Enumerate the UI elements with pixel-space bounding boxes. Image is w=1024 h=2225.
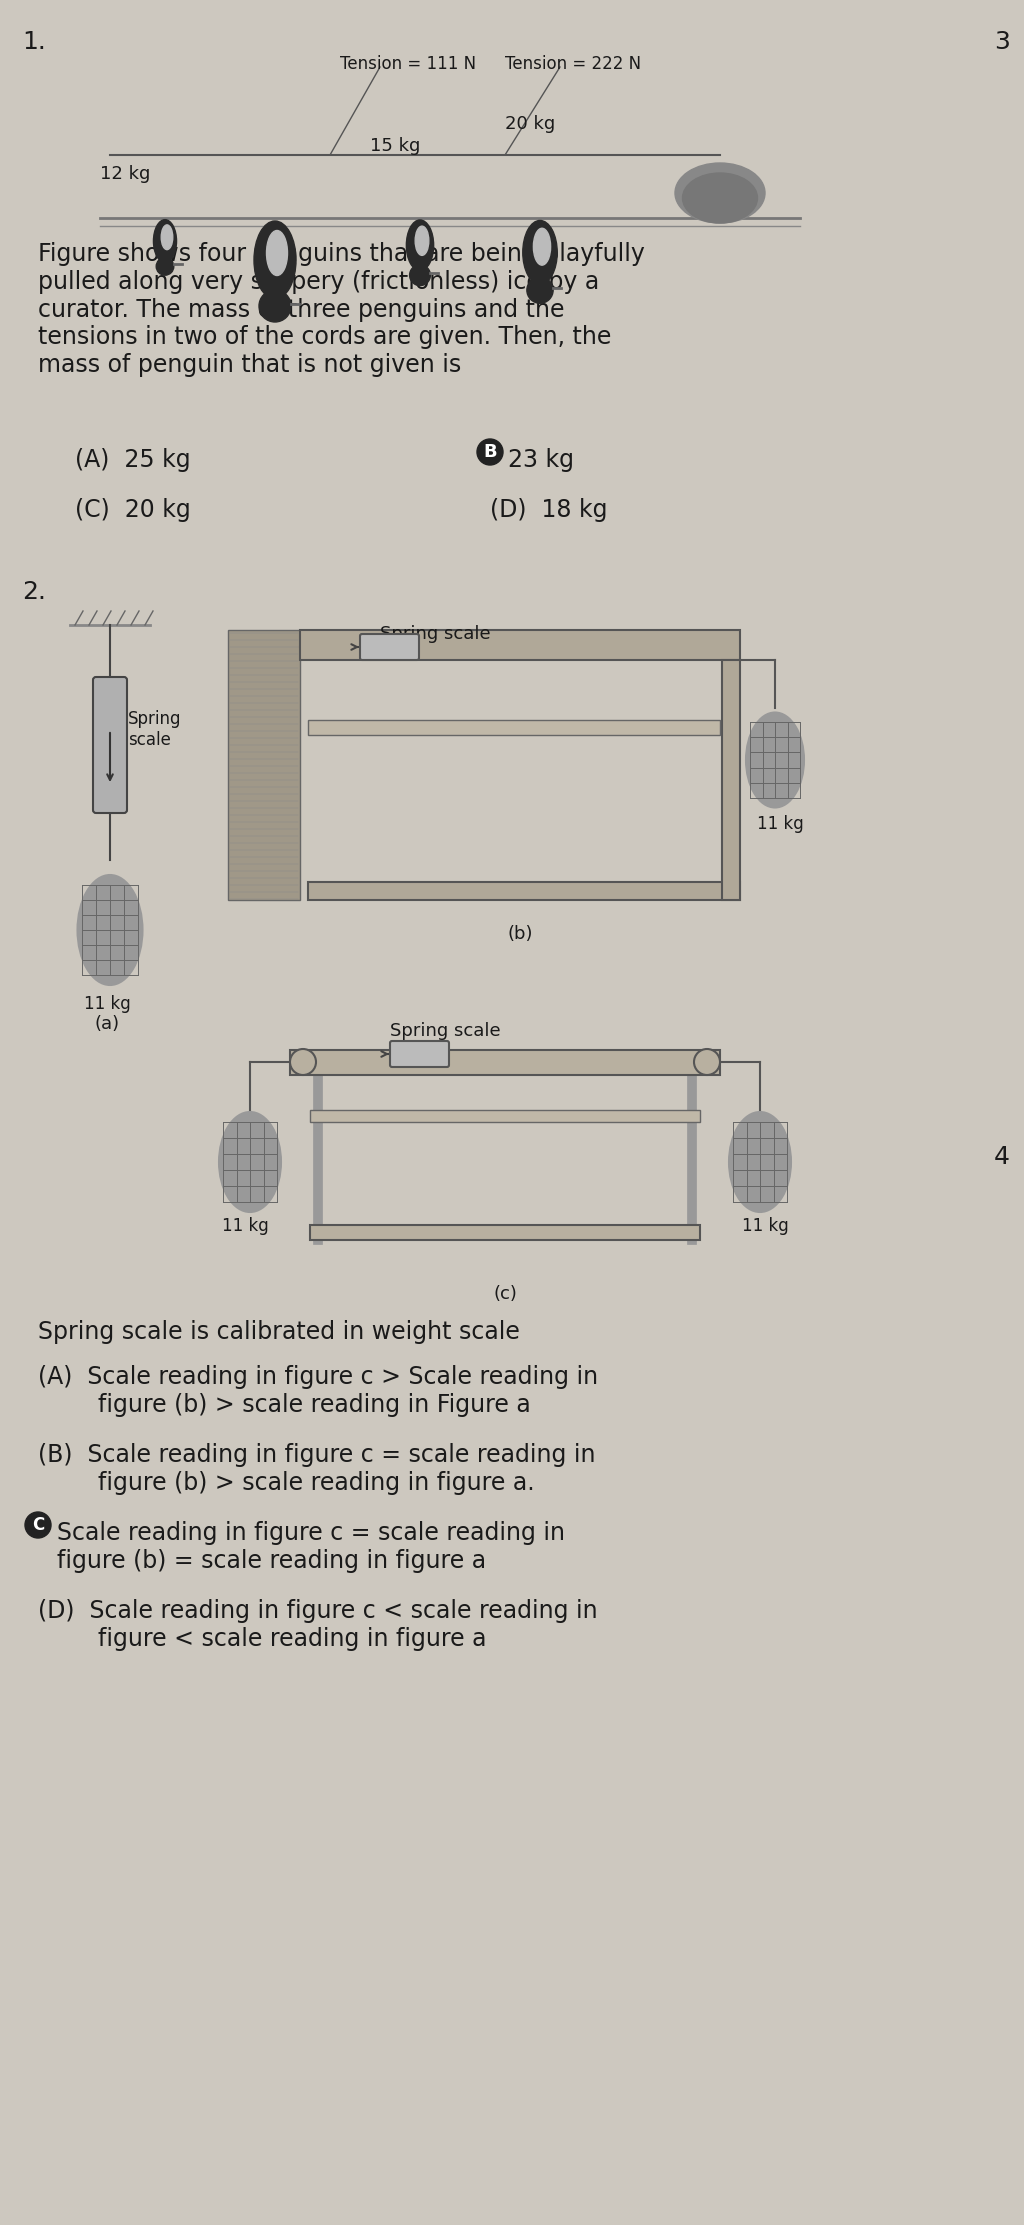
Circle shape bbox=[290, 1048, 316, 1075]
FancyBboxPatch shape bbox=[390, 1041, 449, 1068]
Ellipse shape bbox=[78, 874, 142, 986]
Text: (D)  18 kg: (D) 18 kg bbox=[490, 498, 607, 523]
Ellipse shape bbox=[415, 227, 429, 256]
Text: (b): (b) bbox=[507, 926, 532, 943]
Text: (A)  25 kg: (A) 25 kg bbox=[75, 447, 190, 472]
Ellipse shape bbox=[729, 1112, 791, 1213]
Bar bbox=[308, 881, 740, 899]
Circle shape bbox=[477, 438, 503, 465]
Text: 11 kg: 11 kg bbox=[222, 1217, 268, 1235]
Bar bbox=[722, 661, 740, 899]
Text: Figure shows four penguins that are being playfully
pulled along very slippery (: Figure shows four penguins that are bein… bbox=[38, 243, 645, 378]
Text: Scale reading in figure c = scale reading in
figure (b) = scale reading in figur: Scale reading in figure c = scale readin… bbox=[57, 1522, 565, 1573]
Text: 20 kg: 20 kg bbox=[505, 116, 555, 134]
Text: (B)  Scale reading in figure c = scale reading in
        figure (b) > scale rea: (B) Scale reading in figure c = scale re… bbox=[38, 1444, 596, 1495]
Ellipse shape bbox=[675, 162, 765, 222]
Text: (D)  Scale reading in figure c < scale reading in
        figure < scale reading: (D) Scale reading in figure c < scale re… bbox=[38, 1600, 598, 1651]
Bar bbox=[310, 1226, 700, 1239]
Text: 1.: 1. bbox=[22, 29, 46, 53]
Text: 2.: 2. bbox=[22, 581, 46, 603]
Text: Spring
scale: Spring scale bbox=[128, 710, 181, 750]
Text: 11 kg: 11 kg bbox=[84, 995, 131, 1012]
Circle shape bbox=[157, 258, 174, 276]
Bar bbox=[300, 630, 740, 661]
FancyBboxPatch shape bbox=[93, 676, 127, 812]
Text: Tension = 111 N: Tension = 111 N bbox=[340, 56, 476, 73]
Text: 12 kg: 12 kg bbox=[100, 165, 151, 182]
Circle shape bbox=[259, 289, 291, 323]
Circle shape bbox=[694, 1048, 720, 1075]
Text: (a): (a) bbox=[94, 1015, 119, 1032]
Bar bbox=[310, 1110, 700, 1121]
Ellipse shape bbox=[683, 174, 758, 223]
Text: Tension = 222 N: Tension = 222 N bbox=[505, 56, 641, 73]
Bar bbox=[308, 721, 720, 734]
Text: 11 kg: 11 kg bbox=[742, 1217, 788, 1235]
Text: (C)  20 kg: (C) 20 kg bbox=[75, 498, 190, 523]
Circle shape bbox=[410, 265, 430, 285]
Ellipse shape bbox=[746, 712, 804, 808]
Text: 11 kg: 11 kg bbox=[757, 814, 804, 832]
Ellipse shape bbox=[523, 220, 557, 285]
Circle shape bbox=[25, 1513, 51, 1537]
Text: 15 kg: 15 kg bbox=[370, 138, 421, 156]
FancyBboxPatch shape bbox=[360, 634, 419, 661]
Text: Spring scale: Spring scale bbox=[380, 625, 490, 643]
Text: 4: 4 bbox=[994, 1146, 1010, 1168]
Text: C: C bbox=[32, 1515, 44, 1533]
Ellipse shape bbox=[407, 220, 433, 271]
Ellipse shape bbox=[266, 231, 288, 276]
Text: (A)  Scale reading in figure c > Scale reading in
        figure (b) > scale rea: (A) Scale reading in figure c > Scale re… bbox=[38, 1364, 598, 1417]
Text: Spring scale: Spring scale bbox=[390, 1021, 501, 1039]
Ellipse shape bbox=[534, 229, 551, 265]
Text: 23 kg: 23 kg bbox=[508, 447, 574, 472]
Text: Spring scale is calibrated in weight scale: Spring scale is calibrated in weight sca… bbox=[38, 1319, 520, 1344]
Bar bbox=[228, 630, 300, 899]
Circle shape bbox=[527, 278, 553, 303]
Text: (c): (c) bbox=[494, 1286, 517, 1304]
Text: B: B bbox=[483, 443, 497, 461]
Ellipse shape bbox=[154, 220, 176, 263]
Text: 3: 3 bbox=[994, 29, 1010, 53]
Ellipse shape bbox=[219, 1112, 281, 1213]
Ellipse shape bbox=[254, 220, 296, 298]
Bar bbox=[290, 1050, 720, 1075]
Ellipse shape bbox=[161, 225, 173, 249]
